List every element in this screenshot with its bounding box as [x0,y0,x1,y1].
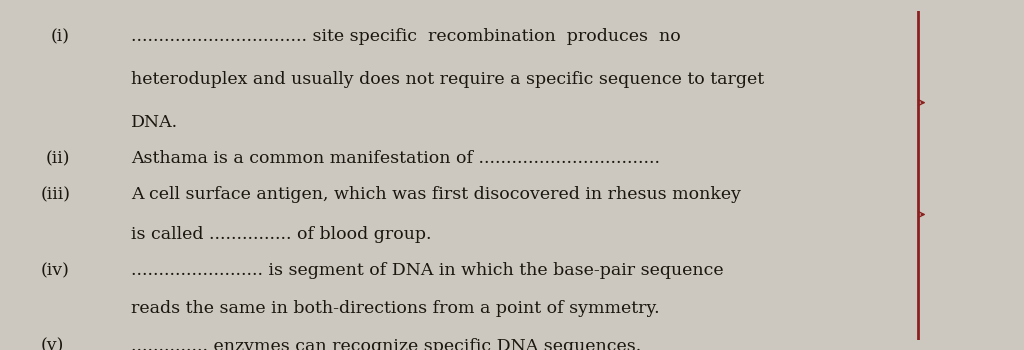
Text: (i): (i) [50,28,70,45]
Text: ................................ site specific  recombination  produces  no: ................................ site sp… [131,28,680,45]
Text: reads the same in both-directions from a point of symmetry.: reads the same in both-directions from a… [131,300,659,317]
Text: is called ............... of blood group.: is called ............... of blood group… [131,226,431,243]
Text: .............. enzymes can recognize specific DNA sequences.: .............. enzymes can recognize spe… [131,338,641,350]
Text: Asthama is a common manifestation of .................................: Asthama is a common manifestation of ...… [131,150,659,167]
Text: heteroduplex and usually does not require a specific sequence to target: heteroduplex and usually does not requir… [131,71,764,88]
Text: ........................ is segment of DNA in which the base-pair sequence: ........................ is segment of D… [131,262,723,279]
Text: DNA.: DNA. [131,114,178,131]
Text: (ii): (ii) [45,150,70,167]
Text: (iii): (iii) [40,186,71,203]
Text: A cell surface antigen, which was first disocovered in rhesus monkey: A cell surface antigen, which was first … [131,186,740,203]
Text: (v): (v) [40,338,63,350]
Text: (iv): (iv) [40,262,70,279]
